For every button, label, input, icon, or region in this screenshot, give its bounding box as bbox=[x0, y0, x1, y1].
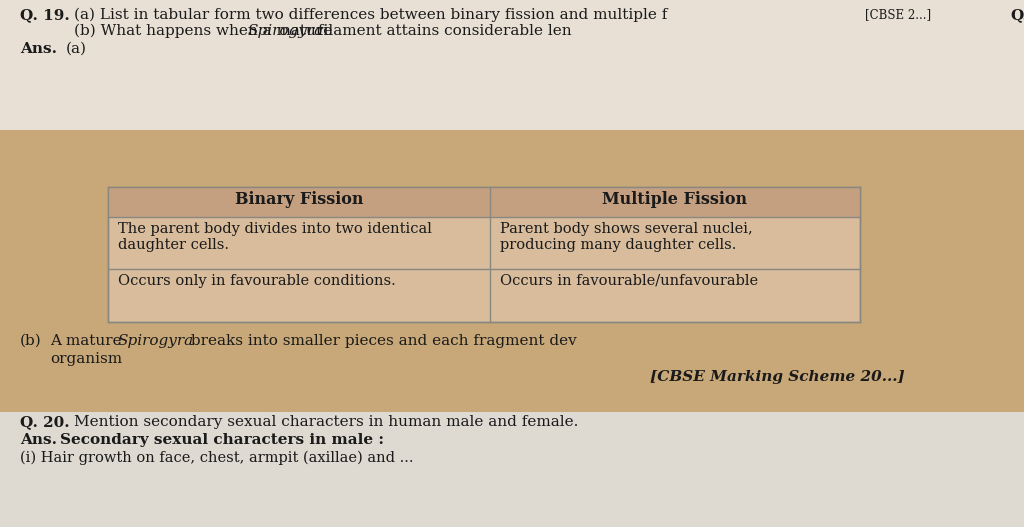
Text: Q.: Q. bbox=[1010, 8, 1024, 22]
Text: Spirogyra: Spirogyra bbox=[248, 24, 325, 38]
Text: Occurs in favourable/unfavourable: Occurs in favourable/unfavourable bbox=[500, 274, 758, 288]
Text: Parent body shows several nuclei,: Parent body shows several nuclei, bbox=[500, 222, 753, 236]
Text: daughter cells.: daughter cells. bbox=[118, 238, 229, 252]
Text: (i) Hair growth on face, chest, armpit (axillae) and ...: (i) Hair growth on face, chest, armpit (… bbox=[20, 451, 414, 465]
Text: (a) List in tabular form two differences between binary fission and multiple f: (a) List in tabular form two differences… bbox=[74, 8, 668, 22]
Text: [CBSE Marking Scheme 20...]: [CBSE Marking Scheme 20...] bbox=[650, 370, 905, 384]
FancyBboxPatch shape bbox=[108, 187, 860, 322]
Text: Multiple Fission: Multiple Fission bbox=[602, 191, 748, 209]
Text: The parent body divides into two identical: The parent body divides into two identic… bbox=[118, 222, 432, 236]
Text: (a): (a) bbox=[66, 42, 87, 56]
FancyBboxPatch shape bbox=[0, 412, 1024, 527]
Text: A mature: A mature bbox=[50, 334, 127, 348]
Text: Binary Fission: Binary Fission bbox=[234, 191, 364, 209]
Text: (b): (b) bbox=[20, 334, 42, 348]
Text: Ans.: Ans. bbox=[20, 42, 57, 56]
FancyBboxPatch shape bbox=[108, 187, 860, 217]
FancyBboxPatch shape bbox=[0, 130, 1024, 412]
Text: filament attains considerable len: filament attains considerable len bbox=[313, 24, 571, 38]
Text: (b) What happens when a mature: (b) What happens when a mature bbox=[74, 24, 337, 38]
Text: Spirogyra: Spirogyra bbox=[118, 334, 195, 348]
Text: Q. 19.: Q. 19. bbox=[20, 8, 70, 22]
Text: Mention secondary sexual characters in human male and female.: Mention secondary sexual characters in h… bbox=[74, 415, 579, 429]
Text: producing many daughter cells.: producing many daughter cells. bbox=[500, 238, 736, 252]
Text: [CBSE 2...]: [CBSE 2...] bbox=[865, 8, 931, 21]
Text: Occurs only in favourable conditions.: Occurs only in favourable conditions. bbox=[118, 274, 395, 288]
Text: organism: organism bbox=[50, 352, 122, 366]
Text: Ans.: Ans. bbox=[20, 433, 57, 447]
Text: breaks into smaller pieces and each fragment dev: breaks into smaller pieces and each frag… bbox=[186, 334, 577, 348]
Text: Q. 20.: Q. 20. bbox=[20, 415, 70, 429]
Text: Secondary sexual characters in male :: Secondary sexual characters in male : bbox=[60, 433, 384, 447]
FancyBboxPatch shape bbox=[0, 0, 1024, 130]
